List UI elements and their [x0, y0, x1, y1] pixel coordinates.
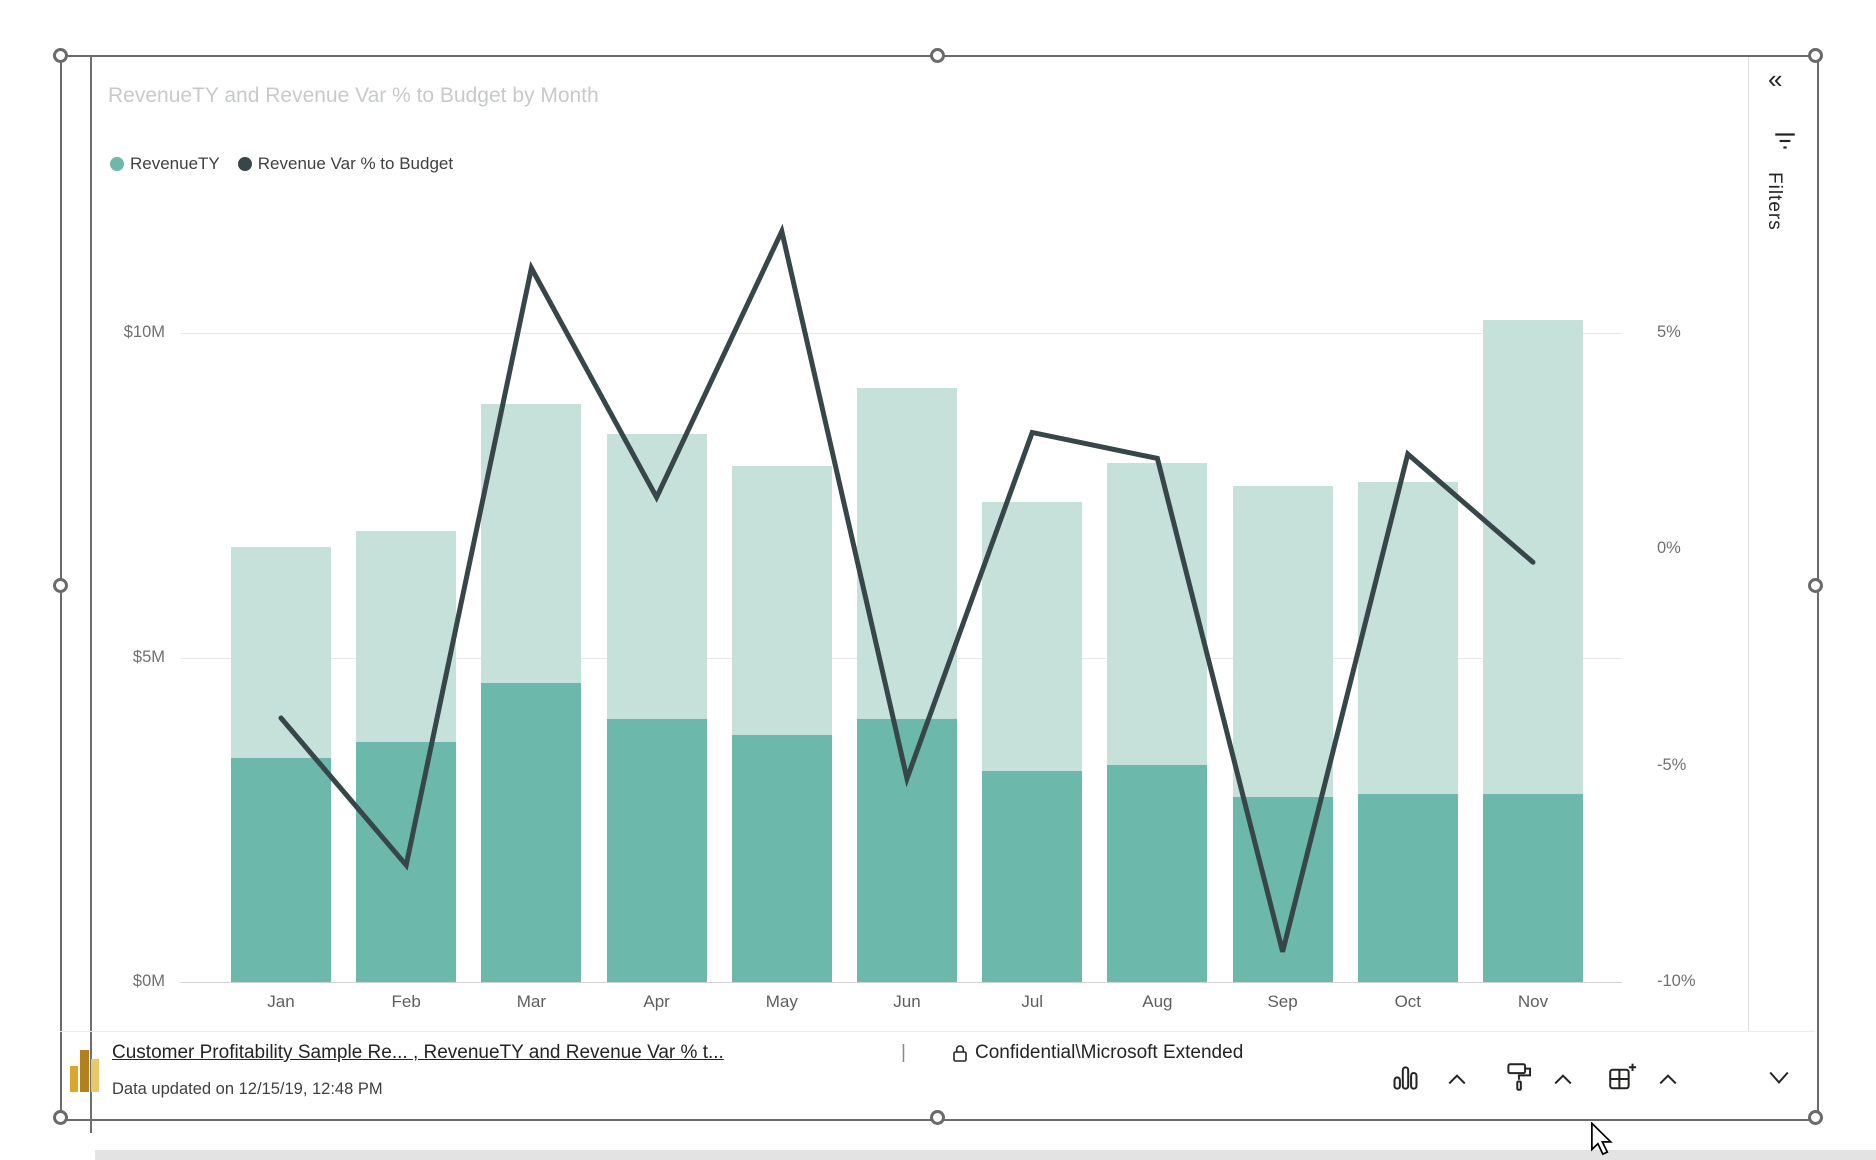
x-axis-tick-label: Sep	[1267, 992, 1298, 1011]
legend-label: RevenueTY	[130, 154, 220, 173]
visual-type-chart-icon[interactable]	[1392, 1064, 1419, 1092]
resize-handle-middle-left[interactable]	[53, 578, 68, 593]
bar-revenuety-highlight[interactable]	[356, 741, 457, 982]
window-bottom-edge	[95, 1150, 1876, 1160]
bar-revenuety-highlight[interactable]	[1232, 797, 1333, 982]
resize-handle-top-center[interactable]	[930, 48, 945, 63]
secondary-axis-tick-label: 5%	[1657, 322, 1681, 341]
add-visual-grid-icon[interactable]	[1608, 1062, 1637, 1091]
legend-swatch-revenuety-icon	[110, 157, 124, 171]
bar-revenuety-highlight[interactable]	[731, 735, 832, 982]
resize-handle-bottom-center[interactable]	[930, 1110, 945, 1125]
x-axis-tick-label: Nov	[1517, 992, 1549, 1011]
legend-item-revenue-var[interactable]: Revenue Var % to Budget	[237, 154, 454, 174]
classification-text: Confidential\Microsoft Extended	[975, 1042, 1244, 1063]
chart-title: RevenueTY and Revenue Var % to Budget by…	[108, 84, 599, 107]
mouse-cursor	[1591, 1122, 1613, 1156]
x-axis-tick-label: Jan	[267, 992, 295, 1011]
y-axis-tick-label: $0M	[132, 972, 165, 990]
bar-revenuety-highlight[interactable]	[1483, 793, 1583, 982]
footer-divider	[60, 1031, 1815, 1032]
chevron-down-icon[interactable]	[1768, 1070, 1790, 1086]
report-breadcrumb-link[interactable]: Customer Profitability Sample Re... , Re…	[112, 1042, 724, 1063]
chart-legend: RevenueTY Revenue Var % to Budget	[110, 154, 471, 174]
filters-pane-label[interactable]: Filters	[1764, 172, 1785, 231]
lock-icon	[953, 1045, 967, 1062]
resize-handle-bottom-left[interactable]	[53, 1110, 68, 1125]
secondary-axis-tick-label: -5%	[1657, 755, 1687, 774]
x-axis-tick-label: Jun	[893, 992, 921, 1011]
resize-handle-top-left[interactable]	[53, 48, 68, 63]
bar-revenuety-highlight[interactable]	[982, 771, 1083, 982]
footer-separator: |	[901, 1042, 906, 1063]
data-updated-label: Data updated on 12/15/19, 12:48 PM	[112, 1080, 383, 1098]
resize-handle-middle-right[interactable]	[1808, 578, 1823, 593]
legend-swatch-revenue-var-icon	[237, 157, 252, 171]
bar-revenuety-highlight[interactable]	[857, 719, 957, 982]
bar-revenuety-highlight[interactable]	[606, 719, 707, 982]
expand-filters-chevrons-icon[interactable]: «	[1768, 64, 1783, 94]
x-axis-tick-label: May	[765, 992, 798, 1011]
secondary-axis-tick-label: 0%	[1657, 539, 1681, 558]
gridline	[180, 333, 1622, 334]
x-axis-tick-label: Oct	[1394, 992, 1422, 1011]
filter-funnel-icon[interactable]	[1772, 128, 1798, 154]
x-axis-tick-label: Jul	[1021, 992, 1044, 1011]
legend-item-revenuety[interactable]: RevenueTY	[110, 154, 220, 174]
chevron-up-icon[interactable]	[1553, 1072, 1573, 1086]
gridline	[180, 982, 1622, 983]
legend-label: Revenue Var % to Budget	[257, 154, 454, 173]
x-axis-tick-label: Aug	[1142, 992, 1173, 1011]
chevron-up-icon[interactable]	[1447, 1072, 1467, 1086]
y-axis-tick-label: $5M	[132, 647, 165, 666]
bar-revenuety-highlight[interactable]	[231, 758, 331, 982]
y-axis-tick-label: $10M	[123, 323, 165, 341]
secondary-axis-tick-label: -10%	[1657, 972, 1696, 990]
classification-label: Confidential\Microsoft Extended	[952, 1042, 1243, 1064]
filters-pane-divider	[1748, 57, 1749, 1031]
bar-revenuety-highlight[interactable]	[481, 683, 582, 982]
x-axis-tick-label: Mar	[516, 992, 547, 1011]
power-bi-logo-icon	[70, 1050, 99, 1092]
chevron-up-icon[interactable]	[1658, 1072, 1678, 1086]
resize-handle-bottom-right[interactable]	[1808, 1110, 1823, 1125]
resize-handle-top-right[interactable]	[1808, 48, 1823, 63]
format-paint-roller-icon[interactable]	[1506, 1062, 1533, 1092]
canvas-left-edge	[90, 55, 92, 1133]
x-axis-tick-label: Apr	[643, 992, 670, 1011]
bar-revenuety-highlight[interactable]	[1107, 764, 1208, 982]
x-axis-tick-label: Feb	[391, 992, 421, 1011]
bar-revenuety-highlight[interactable]	[1357, 793, 1458, 982]
